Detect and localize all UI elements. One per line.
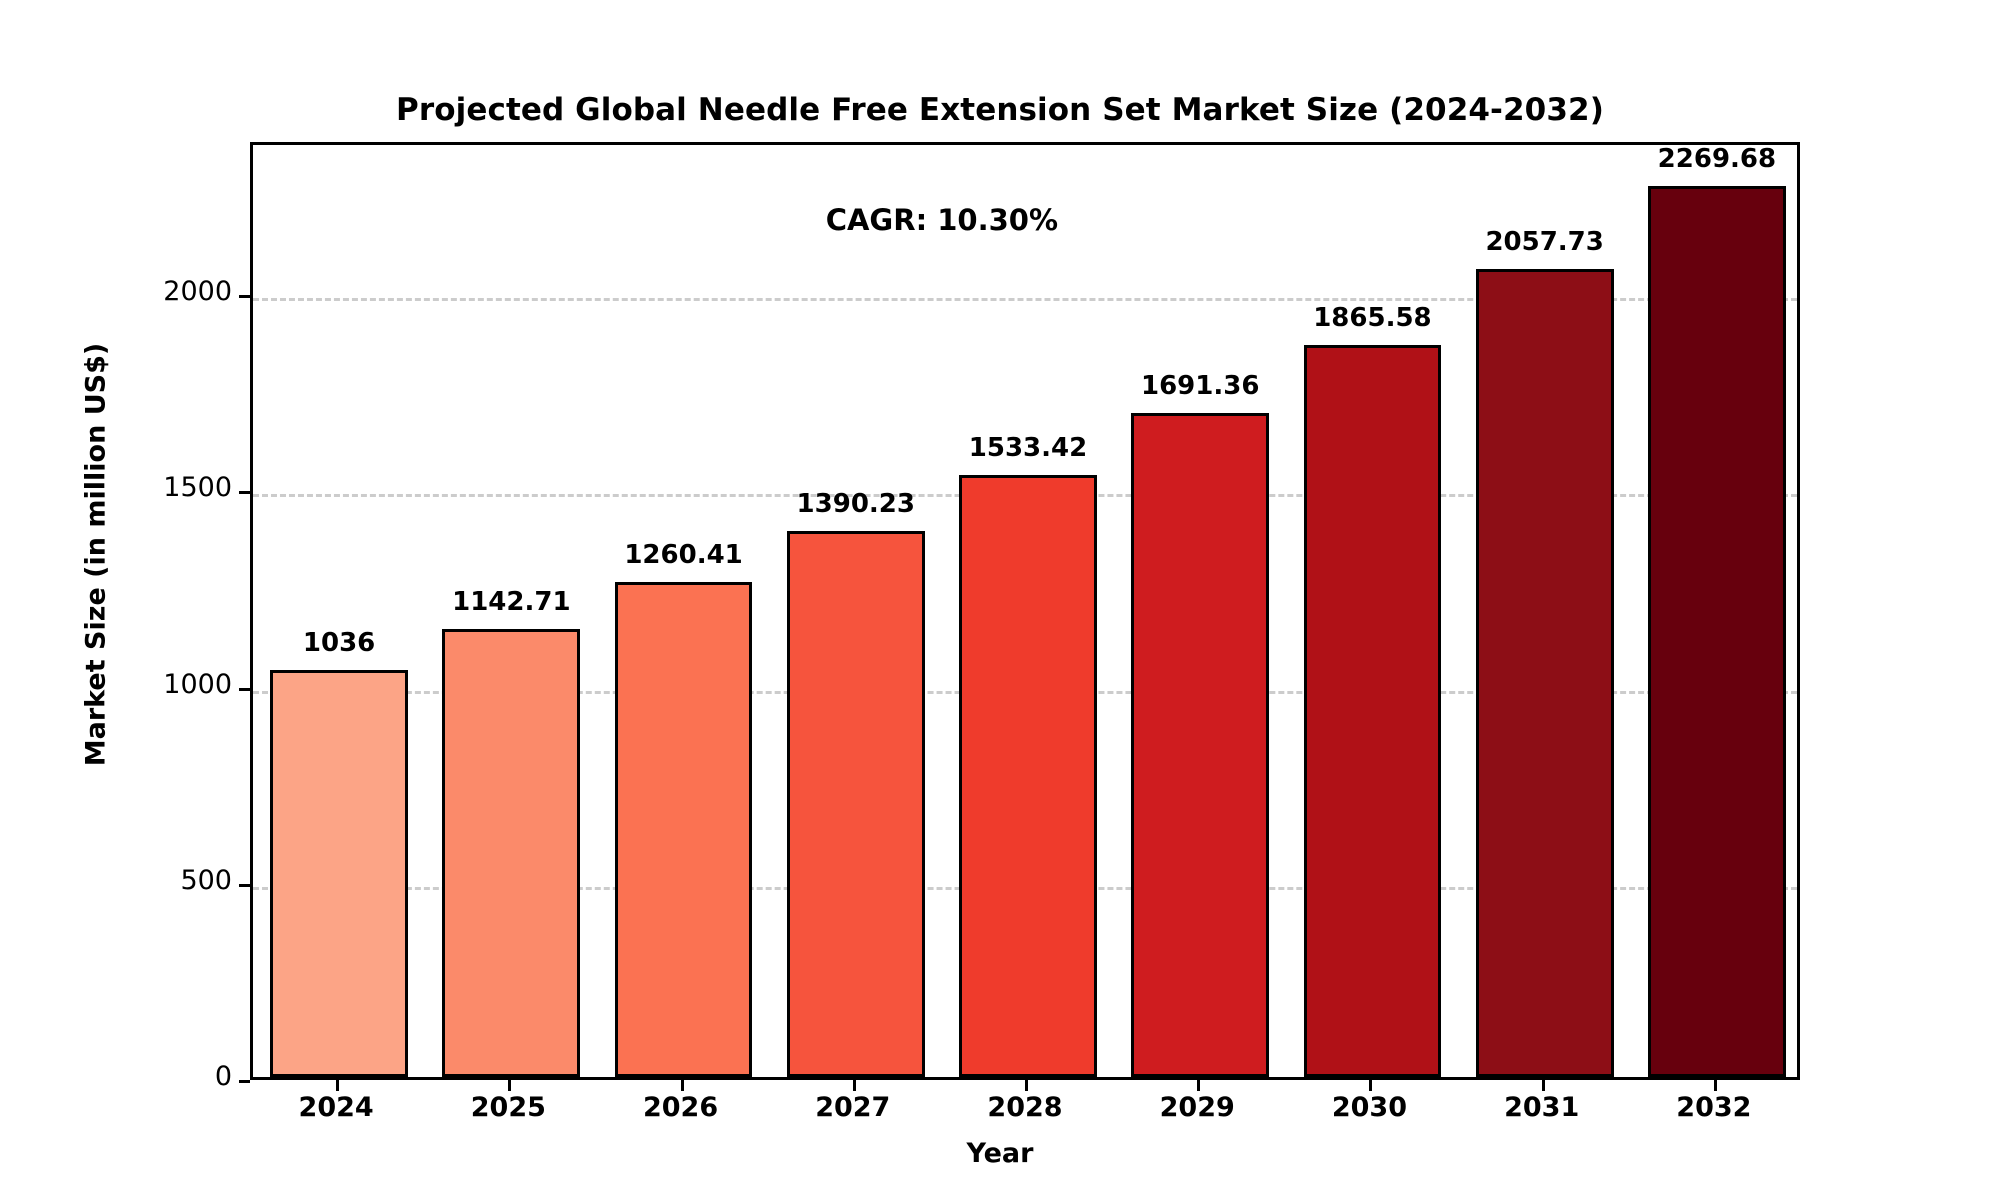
chart-title: Projected Global Needle Free Extension S… [396,92,1604,128]
bar-value-label: 1142.71 [452,586,571,617]
x-tick-label: 2031 [1504,1092,1580,1123]
y-tick-label: 500 [180,864,232,896]
y-tick-mark [239,491,250,495]
bar[interactable] [1475,269,1614,1077]
y-tick-label: 1500 [163,472,232,504]
cagr-annotation: CAGR: 10.30% [825,203,1059,238]
y-tick-label: 2000 [163,276,232,308]
x-tick-label: 2029 [1159,1092,1235,1123]
bar[interactable] [270,670,408,1077]
x-tick-mark [680,1080,684,1091]
x-tick-label: 2024 [298,1092,374,1123]
y-axis-label: Market Size (in million US$) [80,342,112,767]
bar[interactable] [1131,413,1270,1077]
bar-value-label: 1533.42 [968,433,1088,464]
bar[interactable] [614,582,753,1077]
x-tick-label: 2025 [470,1092,546,1123]
x-tick-label: 2028 [987,1092,1063,1123]
x-tick-mark [1197,1080,1201,1091]
bar-slot: 1390.23 [786,145,925,1077]
bar[interactable] [959,475,1097,1077]
bar-value-label: 2057.73 [1485,227,1604,258]
gridline [253,298,1797,302]
bar[interactable] [1648,186,1786,1077]
x-tick-mark [508,1080,512,1091]
x-tick-label: 2030 [1331,1092,1408,1123]
bar[interactable] [1303,344,1442,1077]
bar-value-label: 1260.41 [624,540,743,571]
y-tick-label: 0 [214,1061,232,1092]
bar-slot: 1691.36 [1131,145,1270,1077]
y-tick-mark [239,1080,250,1083]
x-tick-mark [1369,1080,1373,1091]
bar-slot: 1865.58 [1303,145,1442,1077]
bar-slot: 1533.42 [959,145,1097,1077]
bar-value-label: 1036 [302,628,376,659]
bar-slot: 1036 [270,145,408,1077]
x-axis-label: Year [966,1138,1034,1169]
bar-slot: 1142.71 [442,145,581,1077]
bar-slot: 2269.68 [1648,144,1786,1077]
x-tick-mark [1541,1080,1545,1091]
bar-value-label: 2269.68 [1657,144,1777,175]
bar-slot: 2057.73 [1475,145,1614,1077]
bar[interactable] [442,628,581,1077]
x-tick-mark [1025,1080,1028,1091]
y-tick-mark [239,687,250,691]
bar-value-label: 1390.23 [796,489,915,520]
bar[interactable] [786,531,925,1077]
x-tick-mark [336,1080,340,1091]
bar-value-label: 1865.58 [1313,302,1432,333]
plot-area: 1036 1142.71 1260.41 1390.23 1533.42 1691.36 1… [250,142,1800,1080]
y-tick-mark [239,883,250,887]
x-tick-label: 2027 [815,1092,891,1123]
x-tick-mark [1713,1080,1717,1091]
bar-slot: 1260.41 [614,145,753,1077]
bar-value-label: 1691.36 [1141,371,1260,402]
x-tick-label: 2026 [642,1092,719,1123]
bar-series: 1036 1142.71 1260.41 1390.23 1533.42 1691.36 1… [253,144,1797,1077]
y-tick-label: 1000 [163,668,232,700]
y-tick-mark [239,295,250,299]
x-tick-mark [852,1080,856,1091]
x-tick-label: 2032 [1676,1092,1752,1123]
